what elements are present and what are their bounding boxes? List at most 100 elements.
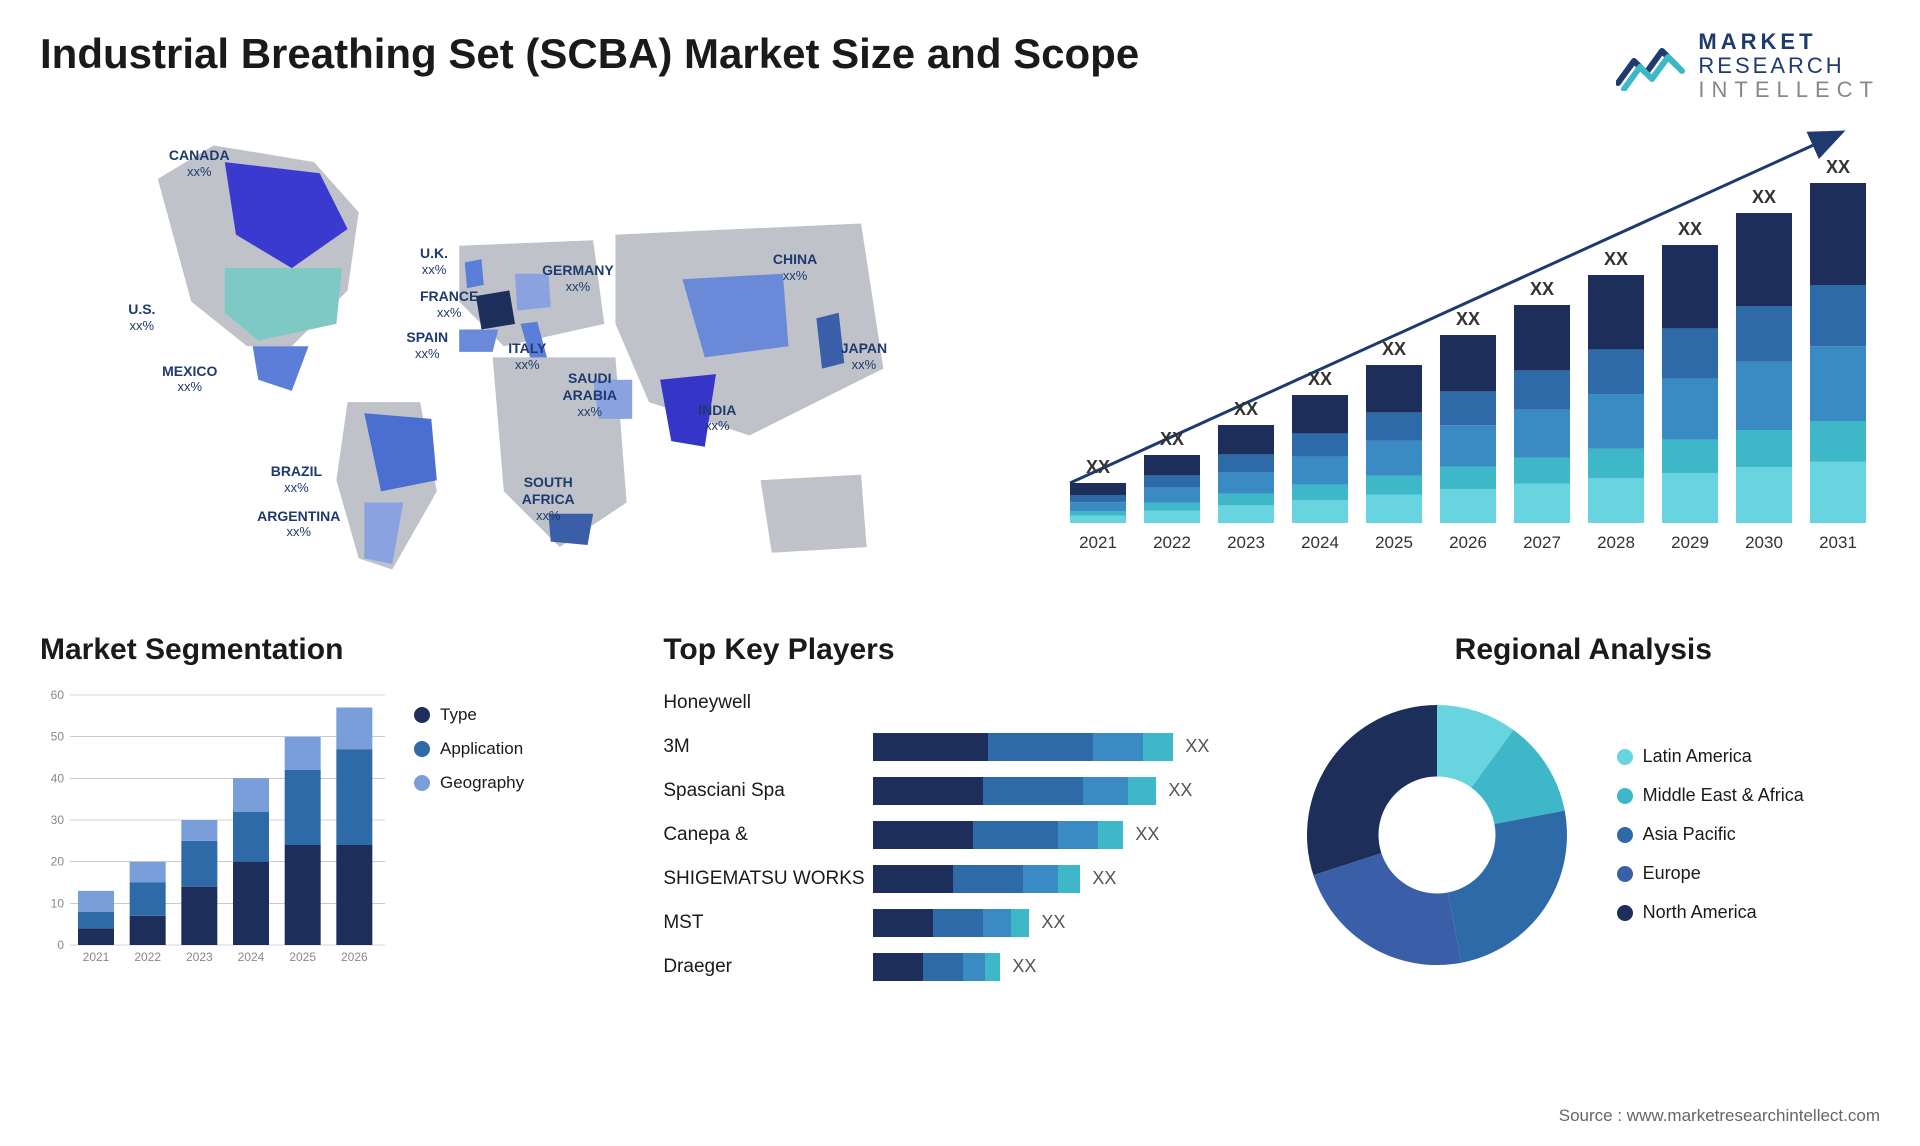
player-row: Spasciani Spa XX xyxy=(663,773,1256,809)
bottom-row: Market Segmentation 0 10 20 30 40 50 60 2021 202… xyxy=(40,633,1880,1013)
svg-text:XX: XX xyxy=(1160,429,1184,449)
map-label: CANADAxx% xyxy=(169,147,230,179)
svg-text:50: 50 xyxy=(51,729,65,743)
donut-chart xyxy=(1287,685,1587,985)
svg-text:XX: XX xyxy=(1456,309,1480,329)
svg-text:2024: 2024 xyxy=(238,950,265,964)
player-bar xyxy=(873,777,1156,805)
player-value: XX xyxy=(1185,736,1209,757)
world-map: CANADAxx%U.S.xx%MEXICOxx%BRAZILxx%ARGENT… xyxy=(40,123,990,603)
player-name: MST xyxy=(663,912,873,934)
svg-text:XX: XX xyxy=(1308,369,1332,389)
svg-text:2022: 2022 xyxy=(1153,533,1191,552)
legend-item: Type xyxy=(414,705,524,725)
player-row: Canepa & XX xyxy=(663,817,1256,853)
svg-text:0: 0 xyxy=(57,938,64,952)
legend-item: Asia Pacific xyxy=(1617,824,1804,845)
player-name: Draeger xyxy=(663,956,873,978)
player-row: Honeywell xyxy=(663,685,1256,721)
svg-text:2021: 2021 xyxy=(1079,533,1117,552)
logo-text-2: RESEARCH xyxy=(1698,54,1880,78)
legend-item: Middle East & Africa xyxy=(1617,785,1804,806)
map-label: FRANCExx% xyxy=(420,288,478,320)
legend-item: Application xyxy=(414,739,524,759)
player-bar xyxy=(873,821,1123,849)
map-label: CHINAxx% xyxy=(773,251,817,283)
map-label: BRAZILxx% xyxy=(271,463,322,495)
segmentation-legend: Type Application Geography xyxy=(414,705,524,975)
player-value: XX xyxy=(1168,780,1192,801)
legend-item: Europe xyxy=(1617,863,1804,884)
legend-item: Latin America xyxy=(1617,746,1804,767)
map-label: SPAINxx% xyxy=(406,329,448,361)
player-bar xyxy=(873,953,1000,981)
legend-item: North America xyxy=(1617,902,1804,923)
svg-text:XX: XX xyxy=(1234,399,1258,419)
player-bar xyxy=(873,865,1080,893)
legend-item: Geography xyxy=(414,773,524,793)
svg-text:XX: XX xyxy=(1530,279,1554,299)
svg-text:30: 30 xyxy=(51,813,65,827)
svg-text:2024: 2024 xyxy=(1301,533,1339,552)
svg-text:2025: 2025 xyxy=(1375,533,1413,552)
svg-text:XX: XX xyxy=(1678,219,1702,239)
player-value: XX xyxy=(1135,824,1159,845)
map-label: JAPANxx% xyxy=(841,340,887,372)
svg-text:XX: XX xyxy=(1382,339,1406,359)
svg-text:2026: 2026 xyxy=(341,950,368,964)
svg-text:60: 60 xyxy=(51,688,65,702)
player-row: Draeger XX xyxy=(663,949,1256,985)
regional-panel: Regional Analysis Latin America Middle Ea… xyxy=(1287,633,1880,1013)
player-name: Honeywell xyxy=(663,692,873,714)
player-bar xyxy=(873,733,1173,761)
brand-logo: MARKET RESEARCH INTELLECT xyxy=(1616,30,1880,103)
player-name: Canepa & xyxy=(663,824,873,846)
svg-text:XX: XX xyxy=(1752,187,1776,207)
svg-text:2025: 2025 xyxy=(289,950,316,964)
regional-legend: Latin America Middle East & Africa Asia Pa… xyxy=(1617,746,1804,923)
map-label: MEXICOxx% xyxy=(162,363,217,395)
top-row: CANADAxx%U.S.xx%MEXICOxx%BRAZILxx%ARGENT… xyxy=(40,123,1880,603)
player-value: XX xyxy=(1041,912,1065,933)
main-bar-chart: XX 2021 XX 2022 XX 2023 XX 2024 XX 2025 XX 2026 XX 20… xyxy=(1030,123,1880,603)
player-name: Spasciani Spa xyxy=(663,780,873,802)
svg-text:XX: XX xyxy=(1604,249,1628,269)
player-row: MST XX xyxy=(663,905,1256,941)
player-value: XX xyxy=(1092,868,1116,889)
svg-text:XX: XX xyxy=(1826,157,1850,177)
player-name: SHIGEMATSU WORKS xyxy=(663,868,873,890)
segmentation-panel: Market Segmentation 0 10 20 30 40 50 60 2021 202… xyxy=(40,633,633,1013)
svg-text:2023: 2023 xyxy=(1227,533,1265,552)
svg-text:2028: 2028 xyxy=(1597,533,1635,552)
segmentation-chart: 0 10 20 30 40 50 60 2021 2022 2023 2024 2025 2026 xyxy=(40,685,390,975)
svg-text:40: 40 xyxy=(51,771,65,785)
svg-text:2023: 2023 xyxy=(186,950,213,964)
map-label: U.K.xx% xyxy=(420,245,448,277)
players-title: Top Key Players xyxy=(663,633,1256,667)
map-label: ARGENTINAxx% xyxy=(257,508,340,540)
svg-text:2027: 2027 xyxy=(1523,533,1561,552)
svg-text:2021: 2021 xyxy=(83,950,110,964)
svg-text:2029: 2029 xyxy=(1671,533,1709,552)
svg-text:2022: 2022 xyxy=(134,950,161,964)
svg-text:2026: 2026 xyxy=(1449,533,1487,552)
svg-text:XX: XX xyxy=(1086,457,1110,477)
logo-text-3: INTELLECT xyxy=(1698,78,1880,102)
map-label: SAUDIARABIAxx% xyxy=(563,370,617,419)
player-name: 3M xyxy=(663,736,873,758)
svg-text:20: 20 xyxy=(51,854,65,868)
regional-title: Regional Analysis xyxy=(1287,633,1880,667)
svg-text:10: 10 xyxy=(51,896,65,910)
main-chart-svg: XX 2021 XX 2022 XX 2023 XX 2024 XX 2025 XX 2026 XX 20… xyxy=(1030,123,1880,573)
players-list: Honeywell3MXXSpasciani SpaXXCanepa &XXSH… xyxy=(663,685,1256,985)
segmentation-title: Market Segmentation xyxy=(40,633,633,667)
players-panel: Top Key Players Honeywell3MXXSpasciani S… xyxy=(663,633,1256,1013)
page-title: Industrial Breathing Set (SCBA) Market S… xyxy=(40,30,1139,78)
player-value: XX xyxy=(1012,956,1036,977)
logo-icon xyxy=(1616,41,1686,91)
player-row: SHIGEMATSU WORKS XX xyxy=(663,861,1256,897)
map-label: SOUTHAFRICAxx% xyxy=(522,474,575,523)
map-label: GERMANYxx% xyxy=(542,262,614,294)
player-bar xyxy=(873,909,1029,937)
logo-text-1: MARKET xyxy=(1698,30,1880,54)
